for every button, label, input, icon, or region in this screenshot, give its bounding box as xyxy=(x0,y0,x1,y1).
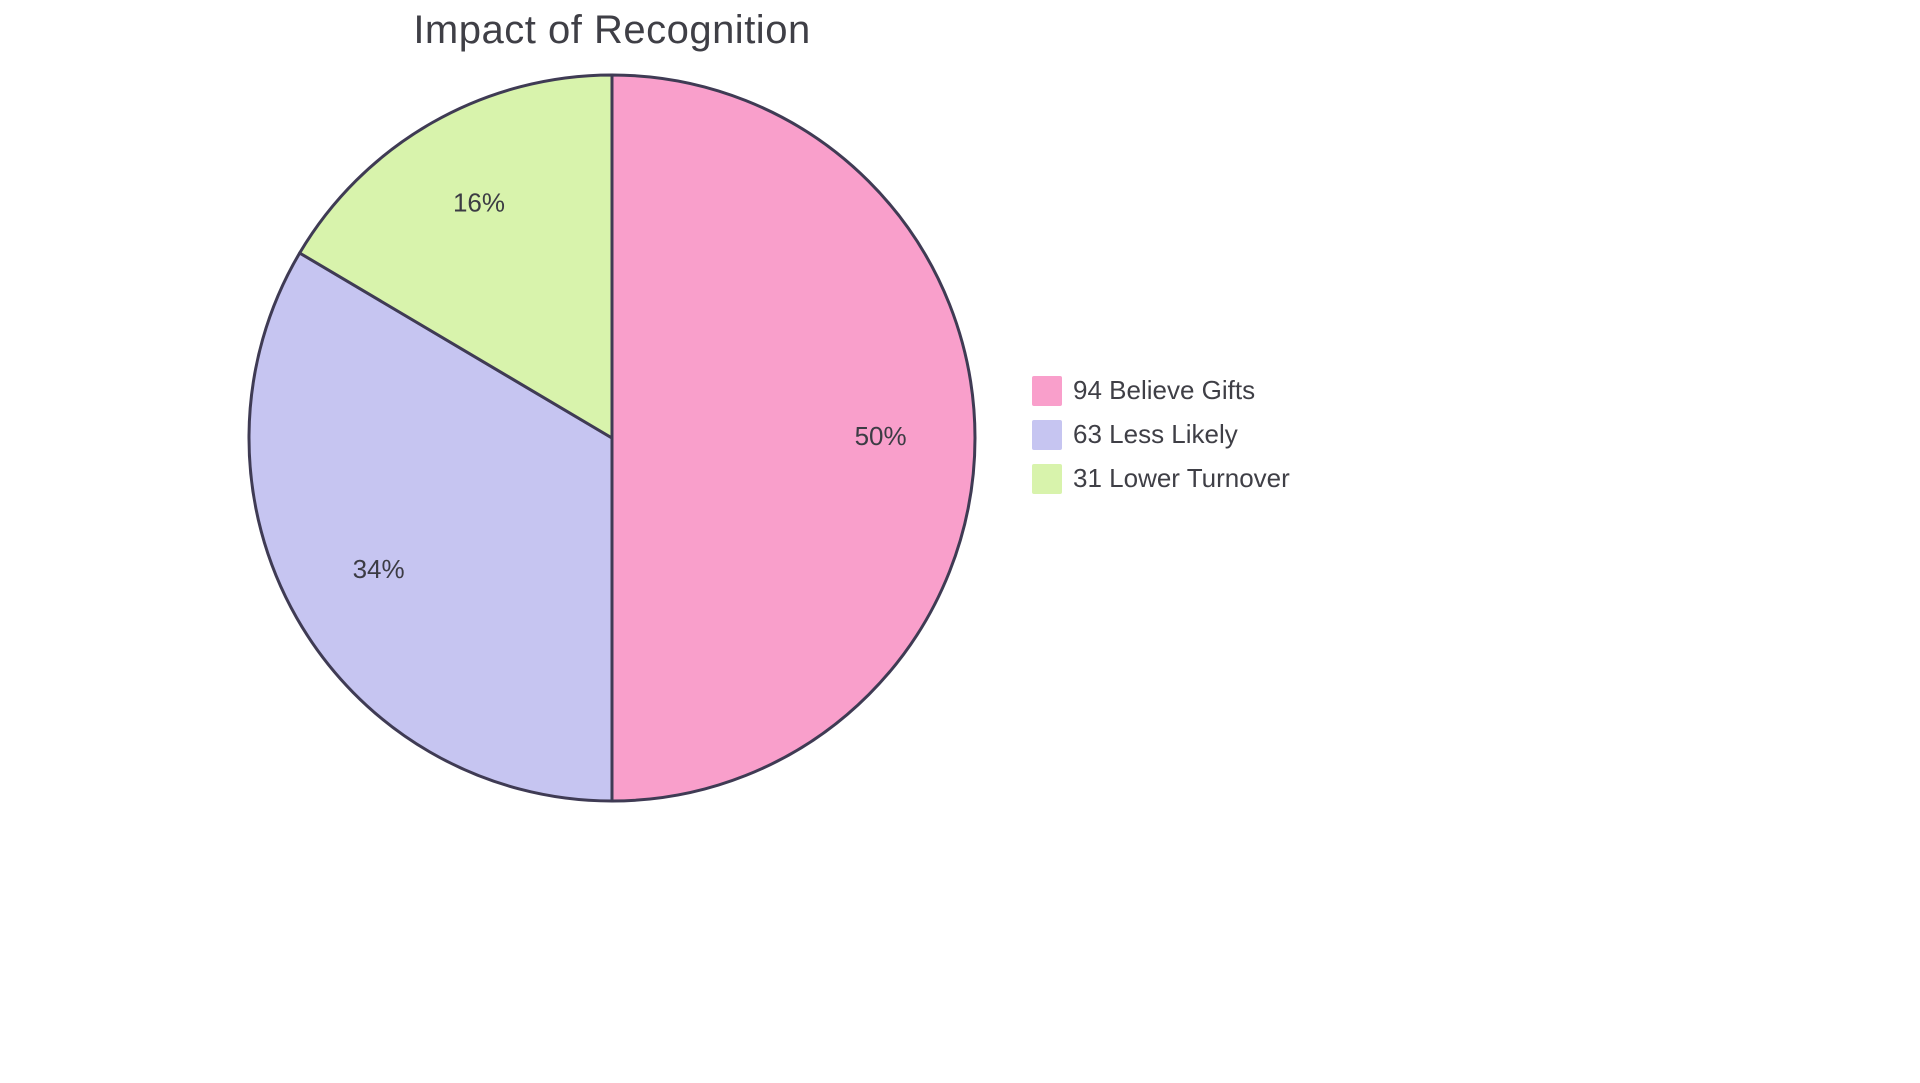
pie-slice-0 xyxy=(610,73,977,803)
pie-slice-1 xyxy=(247,251,614,803)
legend-item-label: 31 Lower Turnover xyxy=(1073,463,1290,493)
legend-swatch-icon xyxy=(1032,375,1062,406)
legend-item-label: 94 Believe Gifts xyxy=(1073,375,1256,405)
legend-item-0[interactable]: 94 Believe Gifts xyxy=(1032,375,1290,406)
legend: 94 Believe Gifts 63 Less Likely 31 Lower… xyxy=(1032,375,1290,494)
legend-swatch-icon xyxy=(1032,463,1062,494)
pie-slice-2 xyxy=(298,73,614,440)
pie-slice-percent-label-1: 34% xyxy=(353,554,405,584)
pie-slice-labels-group: 50% 34% 16% xyxy=(353,187,907,583)
pie-slices-group xyxy=(247,73,977,803)
pie-slice-percent-label-2: 16% xyxy=(453,187,505,217)
pie-slice-percent-label-0: 50% xyxy=(855,421,907,451)
legend-item-2[interactable]: 31 Lower Turnover xyxy=(1032,463,1290,494)
legend-item-label: 63 Less Likely xyxy=(1073,419,1238,449)
chart-title: Impact of Recognition xyxy=(413,8,811,52)
legend-item-1[interactable]: 63 Less Likely xyxy=(1032,419,1290,450)
legend-swatch-icon xyxy=(1032,419,1062,450)
